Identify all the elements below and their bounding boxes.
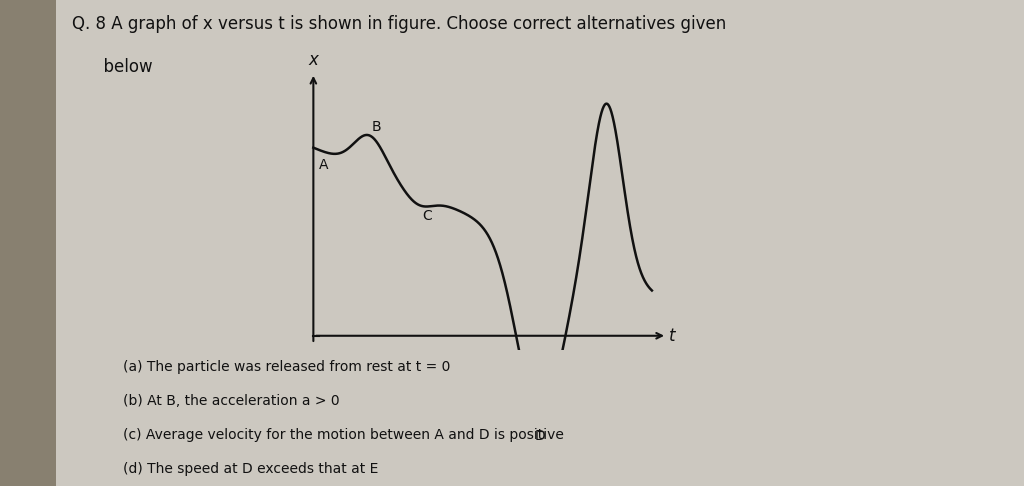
Text: D: D (535, 429, 546, 443)
Text: below: below (72, 58, 153, 76)
Text: Q. 8 A graph of x versus t is shown in figure. Choose correct alternatives given: Q. 8 A graph of x versus t is shown in f… (72, 15, 726, 33)
Text: t: t (669, 327, 676, 345)
Text: x: x (308, 51, 318, 69)
Text: B: B (372, 120, 381, 134)
Text: (d) The speed at D exceeds that at E: (d) The speed at D exceeds that at E (123, 462, 378, 476)
Text: (b) At B, the acceleration a > 0: (b) At B, the acceleration a > 0 (123, 394, 340, 408)
Text: (a) The particle was released from rest at t = 0: (a) The particle was released from rest … (123, 360, 451, 374)
Text: A: A (319, 158, 329, 172)
Text: (c) Average velocity for the motion between A and D is positive: (c) Average velocity for the motion betw… (123, 428, 564, 442)
Text: C: C (423, 209, 432, 223)
